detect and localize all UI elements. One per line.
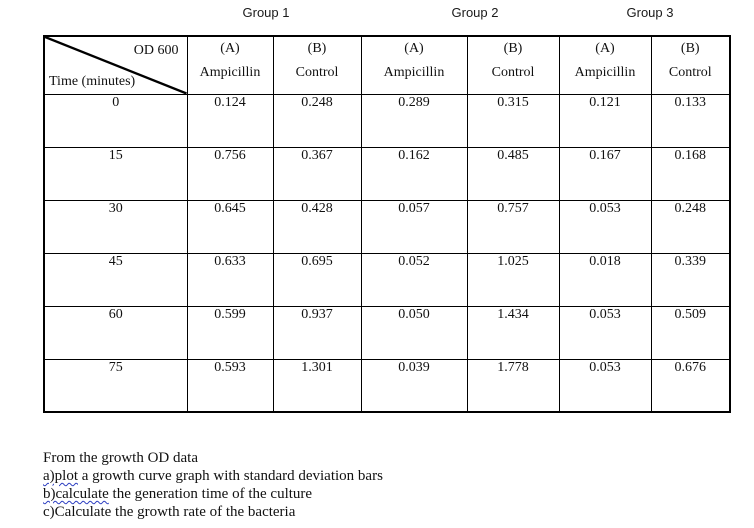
value-cell: 0.124 [186,93,274,148]
column-header-g2-a: (A) Ampicillin [360,35,468,95]
note-item-c: c)Calculate the growth rate of the bacte… [43,503,383,521]
group-1-label: Group 1 [242,5,290,20]
value-cell: 0.756 [186,146,274,201]
column-header-g1-b: (B) Control [272,35,362,95]
table-header-row: OD 600 Time (minutes) (A) Ampicillin (B)… [43,35,731,95]
table-row-time-15: 15 0.756 0.367 0.162 0.485 0.167 0.168 [43,146,731,201]
value-cell: 1.025 [466,252,560,307]
value-cell: 1.301 [272,358,362,413]
value-cell: 0.509 [650,305,731,360]
corner-od600-label: OD 600 [133,43,179,58]
group-2-label: Group 2 [451,5,499,20]
value-cell: 0.039 [360,358,468,413]
misspelled-word: b)calculate [43,486,109,502]
column-header-g1-a: (A) Ampicillin [186,35,274,95]
note-text: the growth rate of the bacteria [111,504,296,520]
time-cell: 60 [43,305,188,360]
group-labels: Group 1 Group 2 Group 3 [0,5,754,21]
group-3-label: Group 3 [626,5,674,20]
value-cell: 0.018 [558,252,652,307]
value-cell: 0.757 [466,199,560,254]
note-text: a growth curve graph with standard devia… [78,468,383,484]
table-row-time-60: 60 0.599 0.937 0.050 1.434 0.053 0.509 [43,305,731,360]
value-cell: 0.485 [466,146,560,201]
value-cell: 0.315 [466,93,560,148]
table-row-time-45: 45 0.633 0.695 0.052 1.025 0.018 0.339 [43,252,731,307]
value-cell: 0.676 [650,358,731,413]
value-cell: 0.633 [186,252,274,307]
value-cell: 0.133 [650,93,731,148]
value-cell: 1.778 [466,358,560,413]
misspelled-word: a)plot [43,468,78,484]
column-code: (A) [220,41,240,56]
value-cell: 0.289 [360,93,468,148]
column-code: (A) [404,41,424,56]
column-title: Control [295,65,339,80]
value-cell: 0.168 [650,146,731,201]
notes-block: From the growth OD data a)plot a growth … [43,449,383,521]
value-cell: 0.599 [186,305,274,360]
value-cell: 0.593 [186,358,274,413]
column-title: Control [491,65,535,80]
value-cell: 0.937 [272,305,362,360]
value-cell: 1.434 [466,305,560,360]
value-cell: 0.645 [186,199,274,254]
column-title: Ampicillin [383,65,445,80]
column-title: Ampicillin [199,65,261,80]
time-cell: 0 [43,93,188,148]
value-cell: 0.053 [558,305,652,360]
value-cell: 0.121 [558,93,652,148]
value-cell: 0.162 [360,146,468,201]
diagonal-divider [45,37,186,93]
value-cell: 0.053 [558,358,652,413]
value-cell: 0.695 [272,252,362,307]
column-header-g3-a: (A) Ampicillin [558,35,652,95]
column-code: (B) [680,41,700,56]
time-cell: 15 [43,146,188,201]
value-cell: 0.248 [272,93,362,148]
table-row-time-0: 0 0.124 0.248 0.289 0.315 0.121 0.133 [43,93,731,148]
value-cell: 0.367 [272,146,362,201]
column-code: (B) [503,41,523,56]
column-header-g3-b: (B) Control [650,35,731,95]
value-cell: 0.050 [360,305,468,360]
table-row-time-30: 30 0.645 0.428 0.057 0.757 0.053 0.248 [43,199,731,254]
notes-intro: From the growth OD data [43,450,198,466]
note-item-a: a)plot a growth curve graph with standar… [43,467,383,485]
value-cell: 0.053 [558,199,652,254]
value-cell: 0.052 [360,252,468,307]
time-cell: 30 [43,199,188,254]
value-cell: 0.167 [558,146,652,201]
column-code: (A) [595,41,615,56]
note-item-b: b)calculate the generation time of the c… [43,485,383,503]
value-cell: 0.248 [650,199,731,254]
value-cell: 0.057 [360,199,468,254]
value-cell: 0.339 [650,252,731,307]
column-title: Ampicillin [574,65,636,80]
column-header-g2-b: (B) Control [466,35,560,95]
column-title: Control [668,65,712,80]
note-word: c)Calculate [43,504,112,520]
note-text: the generation time of the culture [108,486,313,502]
time-cell: 45 [43,252,188,307]
od-data-table: OD 600 Time (minutes) (A) Ampicillin (B)… [43,35,731,413]
table-row-time-75: 75 0.593 1.301 0.039 1.778 0.053 0.676 [43,358,731,413]
corner-time-label: Time (minutes) [49,73,136,89]
column-code: (B) [307,41,327,56]
time-cell: 75 [43,358,188,413]
corner-cell: OD 600 Time (minutes) [43,35,188,95]
value-cell: 0.428 [272,199,362,254]
